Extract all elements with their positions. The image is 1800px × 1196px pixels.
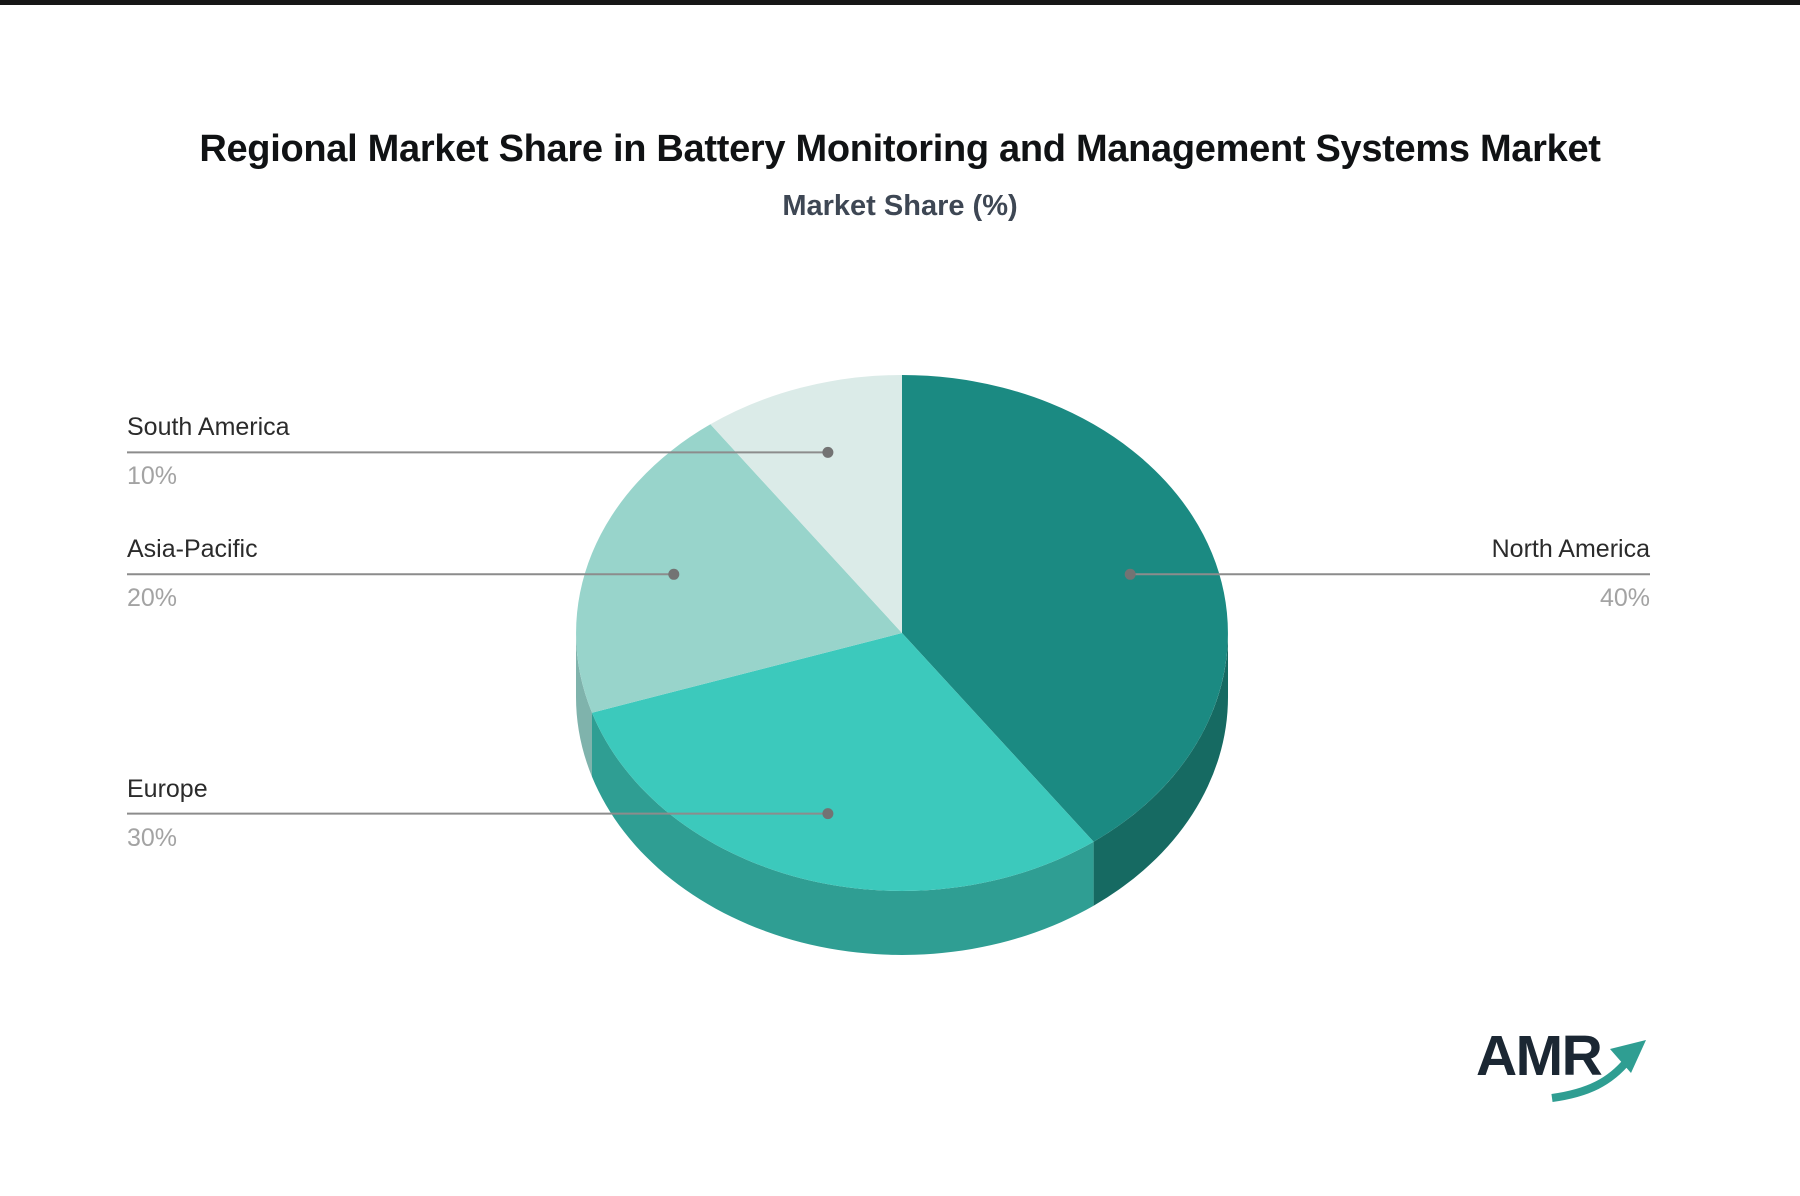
chart-subtitle: Market Share (%) xyxy=(782,190,1018,222)
chart-title: Regional Market Share in Battery Monitor… xyxy=(199,128,1601,170)
leader-dot-south-america xyxy=(822,446,834,458)
pie-slice-asia-pacific[interactable] xyxy=(576,424,902,713)
top-edge-line xyxy=(0,0,1800,5)
slice-label-asia-pacific: Asia-Pacific xyxy=(127,535,258,564)
leader-dot-europe xyxy=(822,808,834,820)
slice-value-north-america: 40% xyxy=(1599,584,1650,613)
pie-slice-side-asia-pacific xyxy=(576,633,592,777)
brand-logo: AMR xyxy=(1476,1028,1676,1112)
pie-slice-south-america[interactable] xyxy=(710,375,902,633)
pie-slice-side-north-america xyxy=(1093,633,1228,906)
slice-label-north-america: North America xyxy=(1491,535,1650,564)
leader-dot-asia-pacific xyxy=(668,568,680,580)
brand-logo-text: AMR xyxy=(1476,1024,1603,1088)
leader-dot-north-america xyxy=(1124,568,1136,580)
slice-label-south-america: South America xyxy=(127,413,290,442)
slice-value-europe: 30% xyxy=(127,823,178,852)
slice-value-asia-pacific: 20% xyxy=(127,584,178,613)
slice-label-europe: Europe xyxy=(127,774,208,803)
growth-arrow-icon xyxy=(1551,1040,1646,1102)
pie-slice-europe[interactable] xyxy=(592,633,1094,891)
pie-slice-side-europe xyxy=(592,712,1094,955)
pie-slice-north-america[interactable] xyxy=(902,375,1228,842)
slice-value-south-america: 10% xyxy=(127,462,178,491)
